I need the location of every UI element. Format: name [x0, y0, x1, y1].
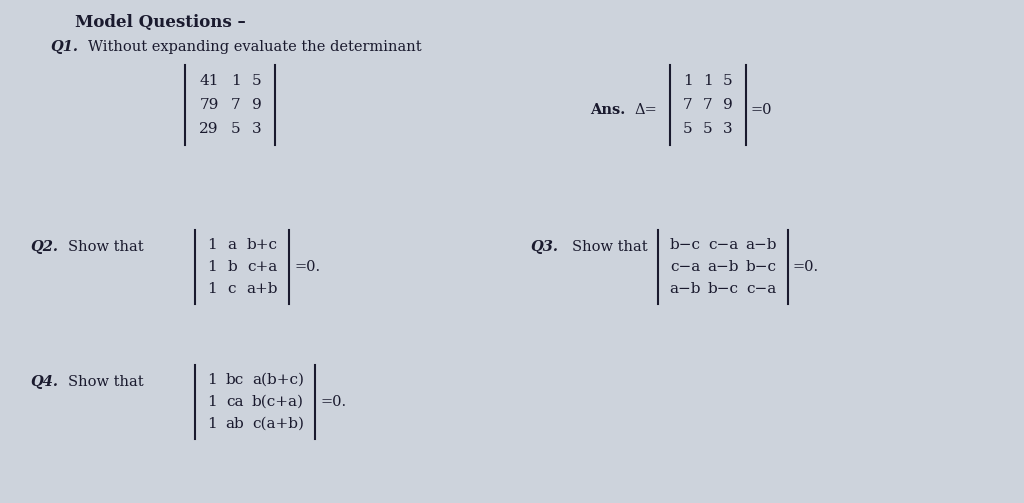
- Text: Model Questions –: Model Questions –: [75, 14, 246, 31]
- Text: 5: 5: [231, 122, 241, 136]
- Text: 7: 7: [683, 98, 693, 112]
- Text: bc: bc: [226, 373, 244, 387]
- Text: =0.: =0.: [294, 260, 321, 274]
- Text: ca: ca: [226, 395, 244, 409]
- Text: a(b+c): a(b+c): [252, 373, 304, 387]
- Text: 1: 1: [231, 74, 241, 88]
- Text: 5: 5: [683, 122, 693, 136]
- Text: c+a: c+a: [247, 260, 278, 274]
- Text: b: b: [227, 260, 237, 274]
- Text: 3: 3: [252, 122, 262, 136]
- Text: 1: 1: [703, 74, 713, 88]
- Text: a+b: a+b: [246, 282, 278, 296]
- Text: Show that: Show that: [68, 240, 143, 254]
- Text: Q3.: Q3.: [530, 240, 558, 254]
- Text: Without expanding evaluate the determinant: Without expanding evaluate the determina…: [88, 40, 422, 54]
- Text: 1: 1: [207, 417, 217, 431]
- Text: 29: 29: [200, 122, 219, 136]
- Text: Q1.: Q1.: [50, 40, 78, 54]
- Text: c−a: c−a: [745, 282, 776, 296]
- Text: a: a: [227, 238, 237, 252]
- Text: Show that: Show that: [68, 375, 143, 389]
- Text: =0: =0: [751, 103, 772, 117]
- Text: 1: 1: [207, 282, 217, 296]
- Text: 1: 1: [207, 373, 217, 387]
- Text: Q2.: Q2.: [30, 240, 58, 254]
- Text: 1: 1: [207, 238, 217, 252]
- Text: c−a: c−a: [708, 238, 738, 252]
- Text: Show that: Show that: [572, 240, 647, 254]
- Text: 5: 5: [252, 74, 262, 88]
- Text: =0.: =0.: [793, 260, 819, 274]
- Text: c−a: c−a: [670, 260, 700, 274]
- Text: a−b: a−b: [708, 260, 738, 274]
- Text: b−c: b−c: [745, 260, 776, 274]
- Text: c(a+b): c(a+b): [252, 417, 304, 431]
- Text: a−b: a−b: [670, 282, 700, 296]
- Text: Q4.: Q4.: [30, 375, 58, 389]
- Text: 9: 9: [252, 98, 262, 112]
- Text: 79: 79: [200, 98, 219, 112]
- Text: 7: 7: [231, 98, 241, 112]
- Text: 7: 7: [703, 98, 713, 112]
- Text: 3: 3: [723, 122, 733, 136]
- Text: ab: ab: [225, 417, 245, 431]
- Text: b−c: b−c: [708, 282, 738, 296]
- Text: b(c+a): b(c+a): [252, 395, 304, 409]
- Text: 41: 41: [200, 74, 219, 88]
- Text: 1: 1: [207, 395, 217, 409]
- Text: =0.: =0.: [319, 395, 346, 409]
- Text: 1: 1: [207, 260, 217, 274]
- Text: 5: 5: [723, 74, 733, 88]
- Text: Ans.: Ans.: [590, 103, 626, 117]
- Text: b−c: b−c: [670, 238, 700, 252]
- Text: 5: 5: [703, 122, 713, 136]
- Text: a−b: a−b: [745, 238, 777, 252]
- Text: Δ=: Δ=: [634, 103, 656, 117]
- Text: 9: 9: [723, 98, 733, 112]
- Text: b+c: b+c: [247, 238, 278, 252]
- Text: c: c: [227, 282, 237, 296]
- Text: 1: 1: [683, 74, 693, 88]
